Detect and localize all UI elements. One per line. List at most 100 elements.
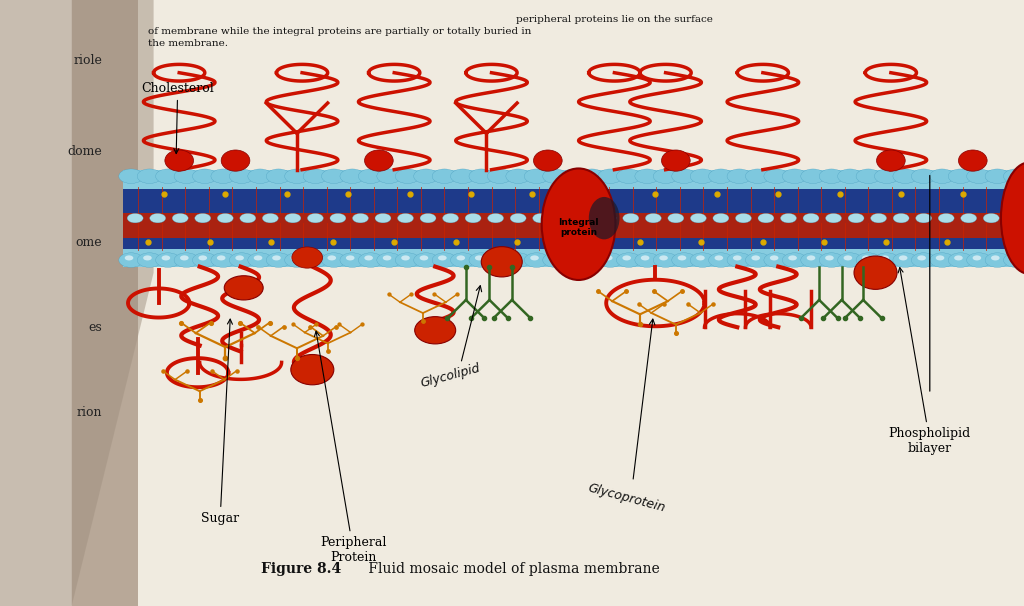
Ellipse shape xyxy=(221,150,250,171)
Circle shape xyxy=(983,213,999,223)
Circle shape xyxy=(715,255,723,261)
Circle shape xyxy=(137,169,162,184)
Circle shape xyxy=(199,255,207,261)
Circle shape xyxy=(1010,255,1018,261)
Circle shape xyxy=(899,255,907,261)
Circle shape xyxy=(862,255,870,261)
Circle shape xyxy=(844,255,852,261)
Circle shape xyxy=(285,253,309,267)
Circle shape xyxy=(487,213,504,223)
Ellipse shape xyxy=(481,247,522,277)
Text: of membrane while the integral proteins are partially or totally buried in: of membrane while the integral proteins … xyxy=(148,27,531,36)
Circle shape xyxy=(395,253,420,267)
Circle shape xyxy=(494,255,502,261)
Circle shape xyxy=(346,255,354,261)
Circle shape xyxy=(438,255,446,261)
Circle shape xyxy=(432,253,457,267)
Circle shape xyxy=(954,255,963,261)
Circle shape xyxy=(143,255,152,261)
Circle shape xyxy=(561,169,586,184)
Circle shape xyxy=(328,255,336,261)
Circle shape xyxy=(735,213,752,223)
Circle shape xyxy=(162,255,170,261)
Circle shape xyxy=(659,255,668,261)
Circle shape xyxy=(696,255,705,261)
Circle shape xyxy=(420,213,436,223)
Circle shape xyxy=(358,169,383,184)
Circle shape xyxy=(936,255,944,261)
Circle shape xyxy=(150,213,166,223)
Circle shape xyxy=(938,213,954,223)
Circle shape xyxy=(985,253,1010,267)
Circle shape xyxy=(801,169,825,184)
Circle shape xyxy=(442,213,459,223)
Circle shape xyxy=(580,253,604,267)
Circle shape xyxy=(125,255,133,261)
Circle shape xyxy=(874,169,899,184)
Circle shape xyxy=(524,253,549,267)
Circle shape xyxy=(543,169,567,184)
Circle shape xyxy=(340,253,365,267)
Circle shape xyxy=(856,253,881,267)
Circle shape xyxy=(211,253,236,267)
Circle shape xyxy=(432,169,457,184)
Circle shape xyxy=(930,253,954,267)
Circle shape xyxy=(881,255,889,261)
Circle shape xyxy=(985,169,1010,184)
Circle shape xyxy=(752,255,760,261)
Circle shape xyxy=(770,255,778,261)
Circle shape xyxy=(1004,169,1024,184)
Circle shape xyxy=(262,213,279,223)
Circle shape xyxy=(838,253,862,267)
Bar xyxy=(123,230,1024,249)
Circle shape xyxy=(307,213,324,223)
Bar xyxy=(123,249,1024,267)
Circle shape xyxy=(727,169,752,184)
Circle shape xyxy=(217,255,225,261)
Circle shape xyxy=(801,253,825,267)
Circle shape xyxy=(193,169,217,184)
Circle shape xyxy=(991,255,999,261)
Ellipse shape xyxy=(958,150,987,171)
Circle shape xyxy=(309,255,317,261)
Circle shape xyxy=(451,253,475,267)
Polygon shape xyxy=(72,0,1024,606)
Circle shape xyxy=(764,169,788,184)
Ellipse shape xyxy=(415,316,456,344)
Circle shape xyxy=(254,255,262,261)
Ellipse shape xyxy=(165,150,194,171)
Circle shape xyxy=(420,255,428,261)
Text: Cholesterol: Cholesterol xyxy=(141,82,214,153)
Circle shape xyxy=(475,255,483,261)
Circle shape xyxy=(530,255,539,261)
Bar xyxy=(123,189,1024,207)
Ellipse shape xyxy=(291,355,334,385)
Circle shape xyxy=(303,169,328,184)
Circle shape xyxy=(465,213,481,223)
Polygon shape xyxy=(72,0,154,606)
Text: es: es xyxy=(89,321,102,334)
Circle shape xyxy=(1004,253,1024,267)
Circle shape xyxy=(825,213,842,223)
Circle shape xyxy=(469,169,494,184)
Circle shape xyxy=(918,255,926,261)
Polygon shape xyxy=(72,0,138,606)
Circle shape xyxy=(604,255,612,261)
Text: Glycolipid: Glycolipid xyxy=(419,362,482,390)
Circle shape xyxy=(645,213,662,223)
Bar xyxy=(123,213,1024,238)
Circle shape xyxy=(303,253,328,267)
Circle shape xyxy=(285,169,309,184)
Circle shape xyxy=(915,213,932,223)
Circle shape xyxy=(330,213,346,223)
Circle shape xyxy=(856,169,881,184)
Circle shape xyxy=(248,253,272,267)
Circle shape xyxy=(469,253,494,267)
Circle shape xyxy=(174,253,199,267)
Circle shape xyxy=(365,255,373,261)
Circle shape xyxy=(973,255,981,261)
Circle shape xyxy=(211,169,236,184)
Circle shape xyxy=(733,255,741,261)
Circle shape xyxy=(623,255,631,261)
Ellipse shape xyxy=(662,150,690,171)
